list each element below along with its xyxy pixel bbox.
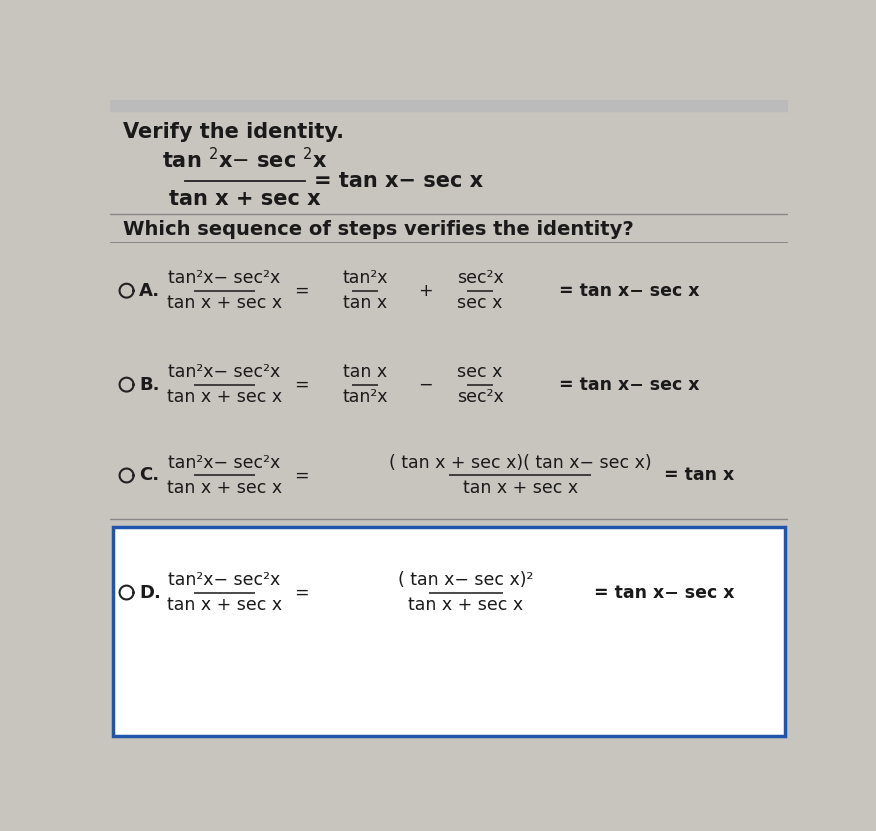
Text: = tan x: = tan x	[664, 466, 734, 484]
Text: A.: A.	[139, 282, 160, 300]
Text: = tan x− sec x: = tan x− sec x	[559, 282, 700, 300]
Text: =: =	[294, 376, 309, 394]
Bar	[110, 100, 788, 111]
Text: tan x + sec x: tan x + sec x	[169, 189, 321, 209]
Text: tan x + sec x: tan x + sec x	[166, 294, 282, 312]
Text: = tan x− sec x: = tan x− sec x	[559, 376, 700, 394]
Text: tan x: tan x	[343, 363, 387, 381]
Text: tan x: tan x	[343, 294, 387, 312]
Bar	[113, 527, 785, 735]
Text: tan²x− sec²x: tan²x− sec²x	[168, 454, 280, 472]
Text: sec²x: sec²x	[456, 269, 504, 287]
Text: Which sequence of steps verifies the identity?: Which sequence of steps verifies the ide…	[124, 219, 634, 238]
Text: −: −	[419, 376, 433, 394]
Text: tan x + sec x: tan x + sec x	[408, 596, 524, 614]
Text: tan²x: tan²x	[343, 269, 388, 287]
Text: tan x + sec x: tan x + sec x	[463, 479, 578, 497]
Text: =: =	[294, 583, 309, 602]
Text: sec x: sec x	[457, 363, 503, 381]
Text: = tan x− sec x: = tan x− sec x	[594, 583, 734, 602]
Text: C.: C.	[139, 466, 159, 484]
Text: = tan x− sec x: = tan x− sec x	[314, 171, 484, 191]
Text: tan²x− sec²x: tan²x− sec²x	[168, 571, 280, 589]
Text: ( tan x + sec x)( tan x− sec x): ( tan x + sec x)( tan x− sec x)	[389, 454, 652, 472]
Text: tan x + sec x: tan x + sec x	[166, 479, 282, 497]
Text: =: =	[294, 282, 309, 300]
Text: tan $^{2}$x$-$ sec $^{2}$x: tan $^{2}$x$-$ sec $^{2}$x	[162, 147, 328, 172]
Text: ( tan x− sec x)²: ( tan x− sec x)²	[399, 571, 533, 589]
Text: tan²x− sec²x: tan²x− sec²x	[168, 269, 280, 287]
Text: Verify the identity.: Verify the identity.	[124, 122, 344, 142]
Text: tan²x: tan²x	[343, 388, 388, 406]
Text: sec²x: sec²x	[456, 388, 504, 406]
Text: D.: D.	[139, 583, 161, 602]
Text: tan x + sec x: tan x + sec x	[166, 388, 282, 406]
Text: =: =	[294, 466, 309, 484]
Text: +: +	[419, 282, 433, 300]
Text: tan²x− sec²x: tan²x− sec²x	[168, 363, 280, 381]
Text: tan x + sec x: tan x + sec x	[166, 596, 282, 614]
Text: sec x: sec x	[457, 294, 503, 312]
Text: B.: B.	[139, 376, 159, 394]
